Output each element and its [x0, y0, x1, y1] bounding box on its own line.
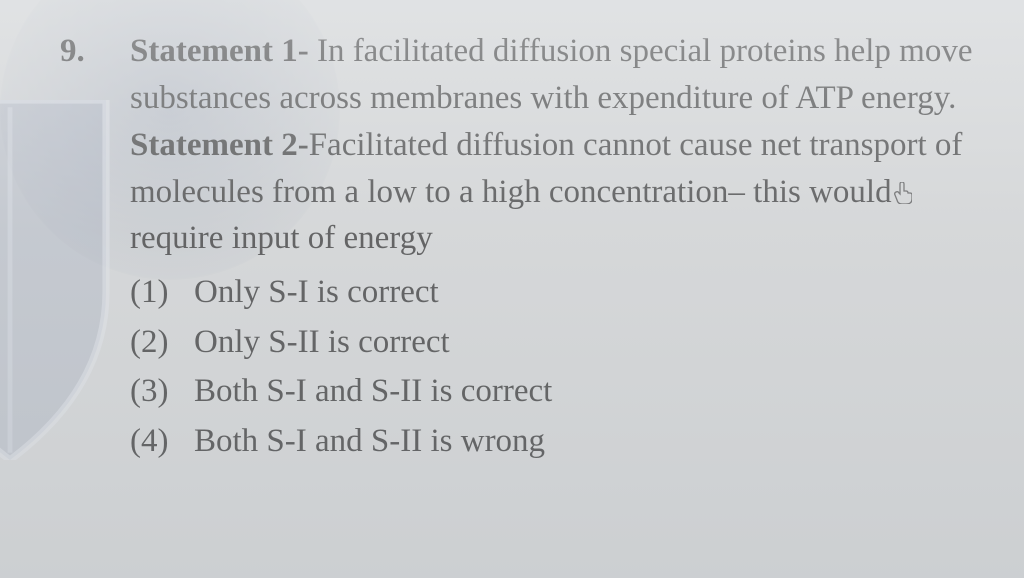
option-2-text: Only S-II is correct: [194, 318, 450, 368]
statement-1-label: Statement 1-: [130, 33, 309, 69]
hand-pointer-icon: [894, 171, 912, 193]
option-3-num: (3): [130, 367, 194, 417]
option-3-text: Both S-I and S-II is correct: [194, 367, 552, 417]
option-4: (4) Both S-I and S-II is wrong: [130, 417, 976, 467]
option-3: (3) Both S-I and S-II is correct: [130, 367, 976, 417]
question-number: 9.: [60, 33, 130, 70]
option-4-text: Both S-I and S-II is wrong: [194, 417, 545, 467]
question-block: 9. Statement 1- In facilitated diffusion…: [0, 0, 1024, 486]
option-2: (2) Only S-II is correct: [130, 318, 976, 368]
options-list: (1) Only S-I is correct (2) Only S-II is…: [130, 268, 976, 466]
question-body: Statement 1- In facilitated diffusion sp…: [130, 28, 976, 466]
option-2-num: (2): [130, 318, 194, 368]
statement-2-label: Statement 2-: [130, 127, 309, 163]
option-1-num: (1): [130, 268, 194, 318]
option-1-text: Only S-I is correct: [194, 268, 439, 318]
option-4-num: (4): [130, 417, 194, 467]
option-1: (1) Only S-I is correct: [130, 268, 976, 318]
statement-2-tail: require input of energy: [130, 220, 433, 256]
